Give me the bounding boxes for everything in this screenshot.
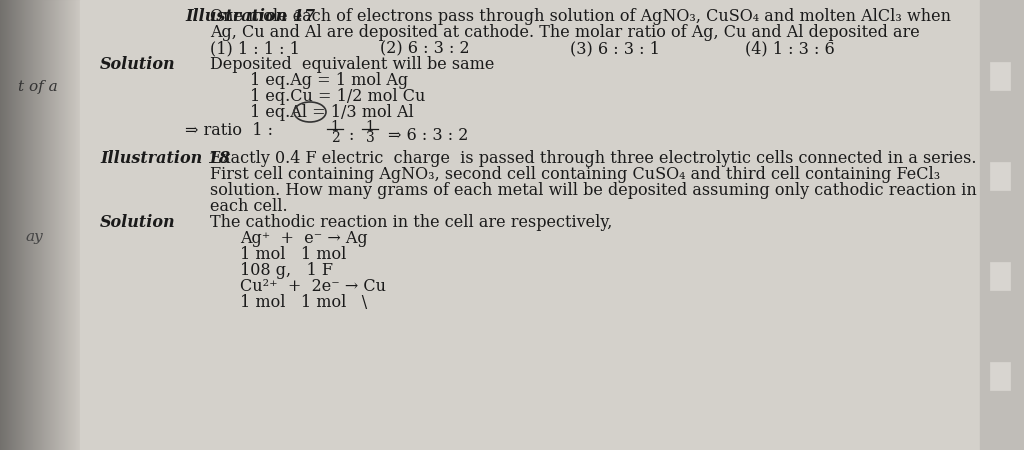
Bar [80, 0, 980, 450]
Text: solution. How many grams of each metal will be deposited assuming only cathodic : solution. How many grams of each metal w… [210, 182, 977, 199]
Text: ⇒ ratio  1 :: ⇒ ratio 1 : [185, 122, 279, 139]
Text: each cell.: each cell. [210, 198, 288, 215]
Text: 1: 1 [366, 120, 375, 134]
Bar [980, 0, 1024, 450]
Text: Ag⁺  +  e⁻ → Ag: Ag⁺ + e⁻ → Ag [240, 230, 368, 247]
Text: (1) 1 : 1 : 1: (1) 1 : 1 : 1 [210, 40, 300, 57]
Bar [990, 62, 1010, 90]
Text: Cu²⁺  +  2e⁻ → Cu: Cu²⁺ + 2e⁻ → Cu [240, 278, 386, 295]
Text: :: : [348, 127, 353, 144]
Text: Illustration 18: Illustration 18 [100, 150, 230, 167]
Text: 1 mol   1 mol: 1 mol 1 mol [240, 246, 346, 263]
Text: 3: 3 [366, 131, 375, 145]
Text: (4) 1 : 3 : 6: (4) 1 : 3 : 6 [745, 40, 835, 57]
Text: Solution: Solution [100, 56, 176, 73]
Text: (2) 6 : 3 : 2: (2) 6 : 3 : 2 [380, 40, 470, 57]
Text: Ag, Cu and Al are deposited at cathode. The molar ratio of Ag, Cu and Al deposit: Ag, Cu and Al are deposited at cathode. … [210, 24, 920, 41]
Text: The cathodic reaction in the cell are respectively,: The cathodic reaction in the cell are re… [210, 214, 612, 231]
Text: Exactly 0.4 F electric  charge  is passed through three electrolytic cells conne: Exactly 0.4 F electric charge is passed … [210, 150, 977, 167]
Text: 1 eq.Cu = 1/2 mol Cu: 1 eq.Cu = 1/2 mol Cu [250, 88, 425, 105]
Text: 1: 1 [331, 120, 339, 134]
Text: Deposited  equivalent will be same: Deposited equivalent will be same [210, 56, 495, 73]
Text: One mole each of electrons pass through solution of AgNO₃, CuSO₄ and molten AlCl: One mole each of electrons pass through … [210, 8, 951, 25]
Text: 2: 2 [331, 131, 339, 145]
Text: (3) 6 : 3 : 1: (3) 6 : 3 : 1 [570, 40, 659, 57]
Text: First cell containing AgNO₃, second cell containing CuSO₄ and third cell contain: First cell containing AgNO₃, second cell… [210, 166, 940, 183]
Text: 1 mol   1 mol   \: 1 mol 1 mol \ [240, 294, 368, 311]
Text: ⇒ 6 : 3 : 2: ⇒ 6 : 3 : 2 [388, 127, 468, 144]
Text: t of a: t of a [18, 80, 57, 94]
Bar [990, 262, 1010, 290]
Text: 1 eq.Ag = 1 mol Ag: 1 eq.Ag = 1 mol Ag [250, 72, 409, 89]
Text: Illustration 17: Illustration 17 [185, 8, 315, 25]
Bar [990, 362, 1010, 390]
Text: 1 eq.Al = 1/3 mol Al: 1 eq.Al = 1/3 mol Al [250, 104, 414, 121]
Text: Solution: Solution [100, 214, 176, 231]
Text: ay: ay [25, 230, 43, 244]
Bar [990, 162, 1010, 190]
Text: 108 g,   1 F: 108 g, 1 F [240, 262, 333, 279]
